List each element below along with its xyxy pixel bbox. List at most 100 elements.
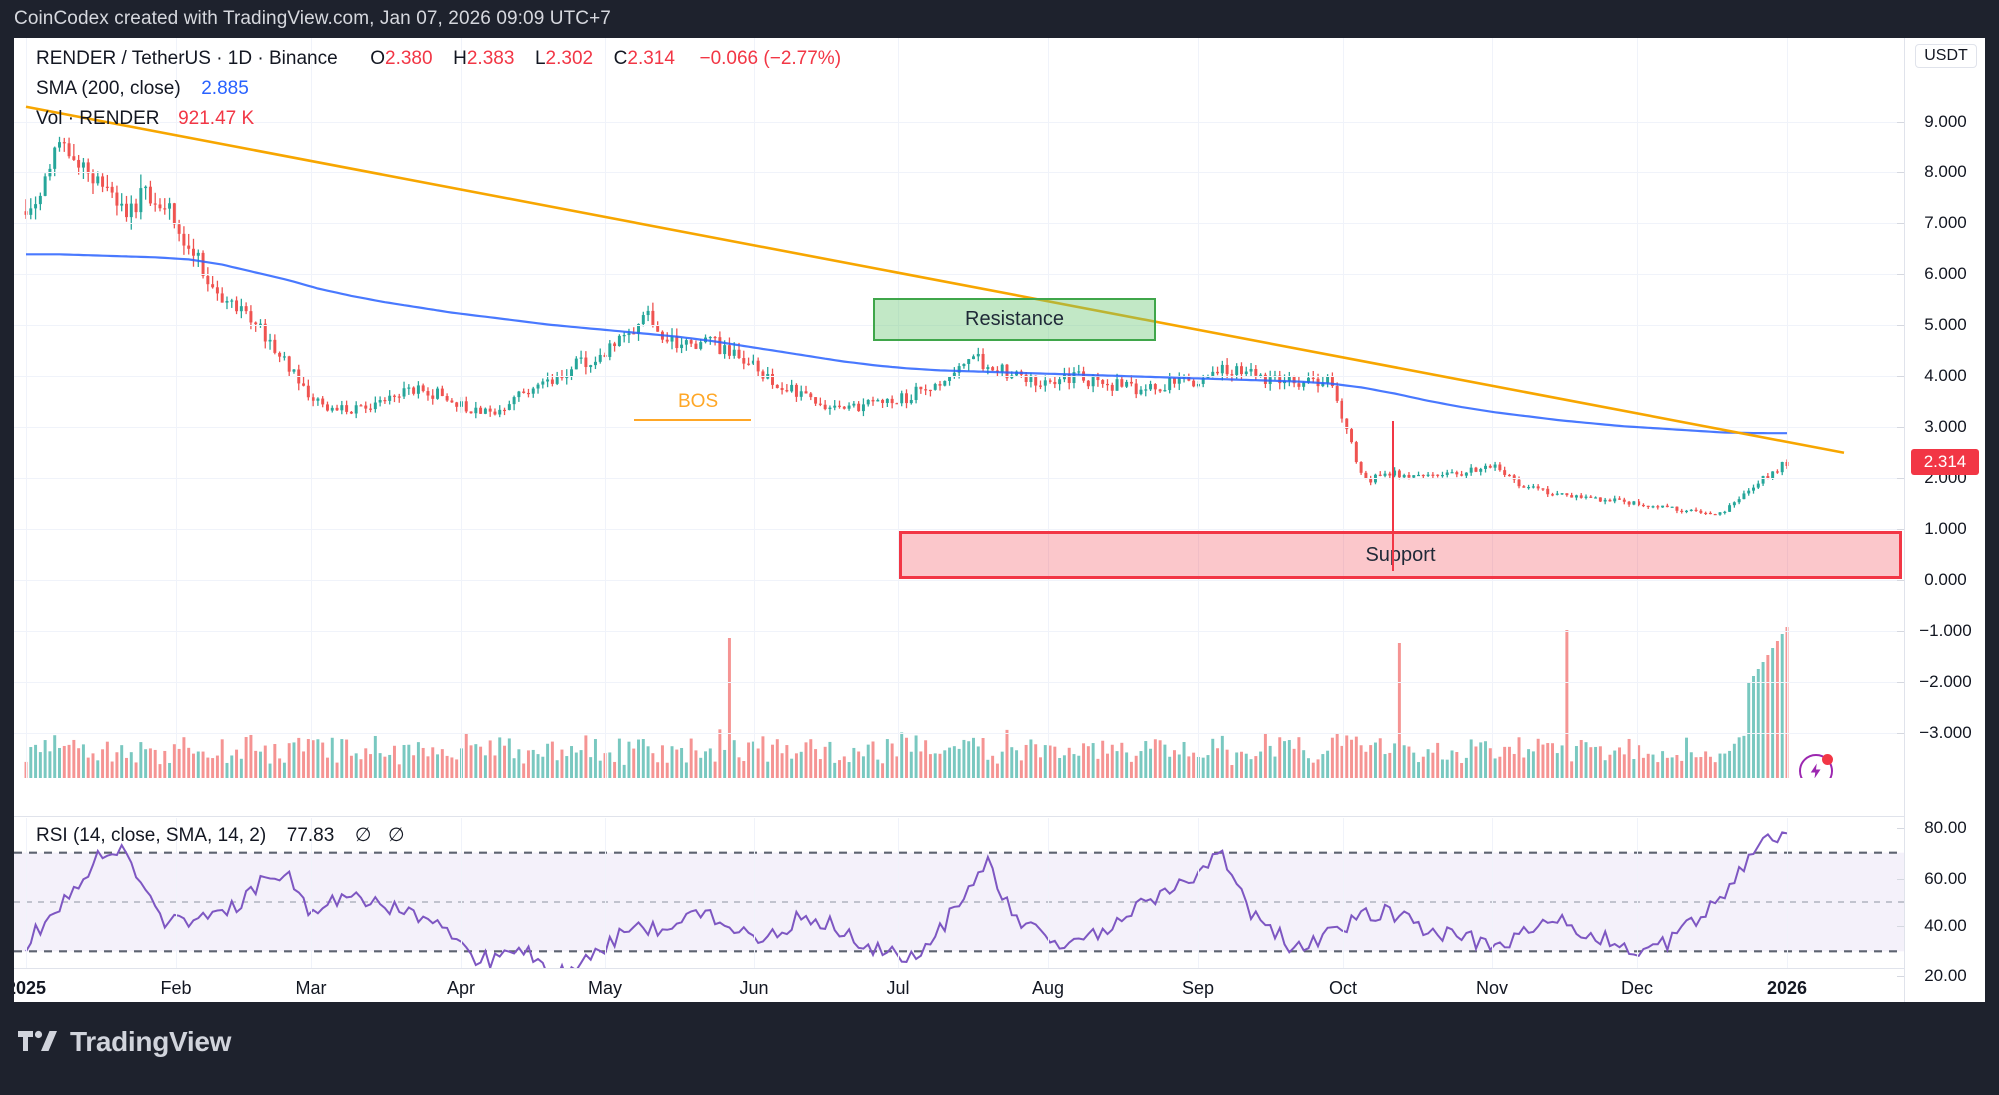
legend-o-value: 2.380: [385, 48, 433, 69]
gridline-neg1: [14, 631, 1904, 632]
legend-symbol: RENDER / TetherUS · 1D · Binance: [36, 48, 338, 69]
gridline-4: [14, 376, 1904, 377]
lightning-bolt-icon[interactable]: [1799, 754, 1833, 778]
rsi-gridline-sep: [1198, 818, 1199, 1002]
rsi-gridline-2026: [1787, 818, 1788, 1002]
legend-l-label: L: [534, 48, 546, 69]
rsi-tick-3: 20.00: [1897, 966, 1985, 986]
gridline-1: [14, 529, 1904, 530]
legend-symbol-row: RENDER / TetherUS · 1D · Binance O2.380 …: [36, 48, 841, 70]
time-tick-8: Sep: [1181, 978, 1215, 998]
gridline-6: [14, 274, 1904, 275]
legend-rsi-row[interactable]: RSI (14, close, SMA, 14, 2) 77.83 ∅ ∅: [36, 824, 405, 847]
legend-volume-label: Vol · RENDER: [36, 108, 160, 129]
time-tick-12: 2026: [1766, 978, 1808, 998]
gridline-month-apr: [461, 38, 462, 778]
legend-l-value: 2.302: [545, 48, 594, 69]
legend-sma-row[interactable]: SMA (200, close) 2.885: [36, 78, 249, 100]
tradingview-wordmark: TradingView: [70, 1026, 232, 1057]
legend-o-label: O: [370, 48, 385, 69]
tradingview-logo-icon: [18, 1030, 57, 1051]
rsi-gridline-may: [605, 818, 606, 1002]
rsi-gridline-nov: [1492, 818, 1493, 1002]
rsi-gridline-mar: [311, 818, 312, 1002]
legend-volume-row[interactable]: Vol · RENDER 921.47 K: [36, 108, 254, 130]
time-axis[interactable]: 2025 Feb Mar Apr May Jun Jul Aug Sep Oct…: [14, 968, 1904, 1002]
rsi-gridline-2025: [26, 818, 27, 1002]
gridline-month-jun: [754, 38, 755, 778]
rsi-pane[interactable]: [14, 818, 1904, 1002]
legend-c-label: C: [613, 48, 628, 69]
rsi-tick-0: 80.00: [1897, 818, 1985, 838]
gridline-9: [14, 122, 1904, 123]
legend-change: −0.066 (−2.77%): [699, 48, 842, 69]
gridline-8: [14, 172, 1904, 173]
bos-label: BOS: [678, 391, 719, 412]
gridline-month-dec: [1637, 38, 1638, 778]
rsi-gridline-feb: [176, 818, 177, 1002]
rsi-tick-2: 40.00: [1897, 916, 1985, 936]
gridline-3: [14, 427, 1904, 428]
breakdown-vertical-line: [1392, 421, 1394, 571]
pane-separator: [14, 816, 1904, 817]
support-label: Support: [1365, 543, 1436, 566]
time-tick-2: Mar: [295, 978, 327, 998]
price-tick-12: −3.000: [1897, 723, 1985, 743]
tradingview-logo[interactable]: TradingView: [18, 1026, 231, 1058]
price-tick-0: 9.000: [1897, 112, 1985, 132]
price-tick-4: 5.000: [1897, 315, 1985, 335]
gridline-2: [14, 478, 1904, 479]
price-tick-10: −1.000: [1897, 621, 1985, 641]
gridline-month-2025: [26, 38, 27, 778]
gridline-month-2026: [1787, 38, 1788, 778]
price-tick-6: 3.000: [1897, 417, 1985, 437]
price-tick-5: 4.000: [1897, 366, 1985, 386]
rsi-gridline-apr: [461, 818, 462, 1002]
gridline-month-may: [605, 38, 606, 778]
time-tick-4: May: [587, 978, 623, 998]
legend-rsi-extra2: ∅: [388, 825, 405, 846]
gridline-month-aug: [1048, 38, 1049, 778]
time-tick-0: 2025: [14, 978, 47, 998]
gridline-month-mar: [311, 38, 312, 778]
gridline-neg2: [14, 682, 1904, 683]
bos-line: [634, 419, 751, 421]
legend-sma-label: SMA (200, close): [36, 78, 181, 99]
legend-c-value: 2.314: [627, 48, 675, 69]
resistance-zone[interactable]: Resistance: [873, 298, 1156, 341]
price-tick-9: 0.000: [1897, 570, 1985, 590]
legend-h-value: 2.383: [466, 48, 515, 69]
gridline-0: [14, 580, 1904, 581]
legend-h-label: H: [453, 48, 467, 69]
legend-volume-value: 921.47 K: [178, 108, 255, 129]
rsi-gridline-oct: [1343, 818, 1344, 1002]
rsi-tick-1: 60.00: [1897, 869, 1985, 889]
legend-rsi-extra1: ∅: [354, 825, 372, 846]
rsi-gridline-jul: [898, 818, 899, 1002]
price-tick-2: 7.000: [1897, 213, 1985, 233]
resistance-label: Resistance: [965, 308, 1064, 330]
lightning-glyph: [1810, 763, 1821, 778]
watermark-text: CoinCodex created with TradingView.com, …: [14, 8, 611, 29]
rsi-series: [14, 831, 1904, 982]
time-tick-1: Feb: [160, 978, 192, 998]
support-zone[interactable]: Support: [899, 531, 1902, 579]
gridline-month-nov: [1492, 38, 1493, 778]
gridline-7: [14, 223, 1904, 224]
time-tick-9: Oct: [1328, 978, 1358, 998]
legend-rsi-value: 77.83: [286, 825, 335, 846]
price-pane[interactable]: Resistance Support BOS RENDER / TetherUS…: [14, 38, 1904, 778]
gridline-month-sep: [1198, 38, 1199, 778]
notification-dot: [1822, 754, 1833, 765]
price-axis[interactable]: USDT 9.000 8.000 7.000 6.000 5.000 4.000…: [1897, 38, 1985, 1002]
footer-bar: TradingView: [0, 1002, 1999, 1095]
currency-badge[interactable]: USDT: [1915, 44, 1977, 68]
last-price-badge[interactable]: 2.314: [1911, 449, 1979, 475]
time-tick-11: Dec: [1620, 978, 1654, 998]
gridline-month-oct: [1343, 38, 1344, 778]
legend-sma-value: 2.885: [201, 78, 249, 99]
time-tick-6: Jul: [886, 978, 910, 998]
price-tick-3: 6.000: [1897, 264, 1985, 284]
price-tick-8: 1.000: [1897, 519, 1985, 539]
